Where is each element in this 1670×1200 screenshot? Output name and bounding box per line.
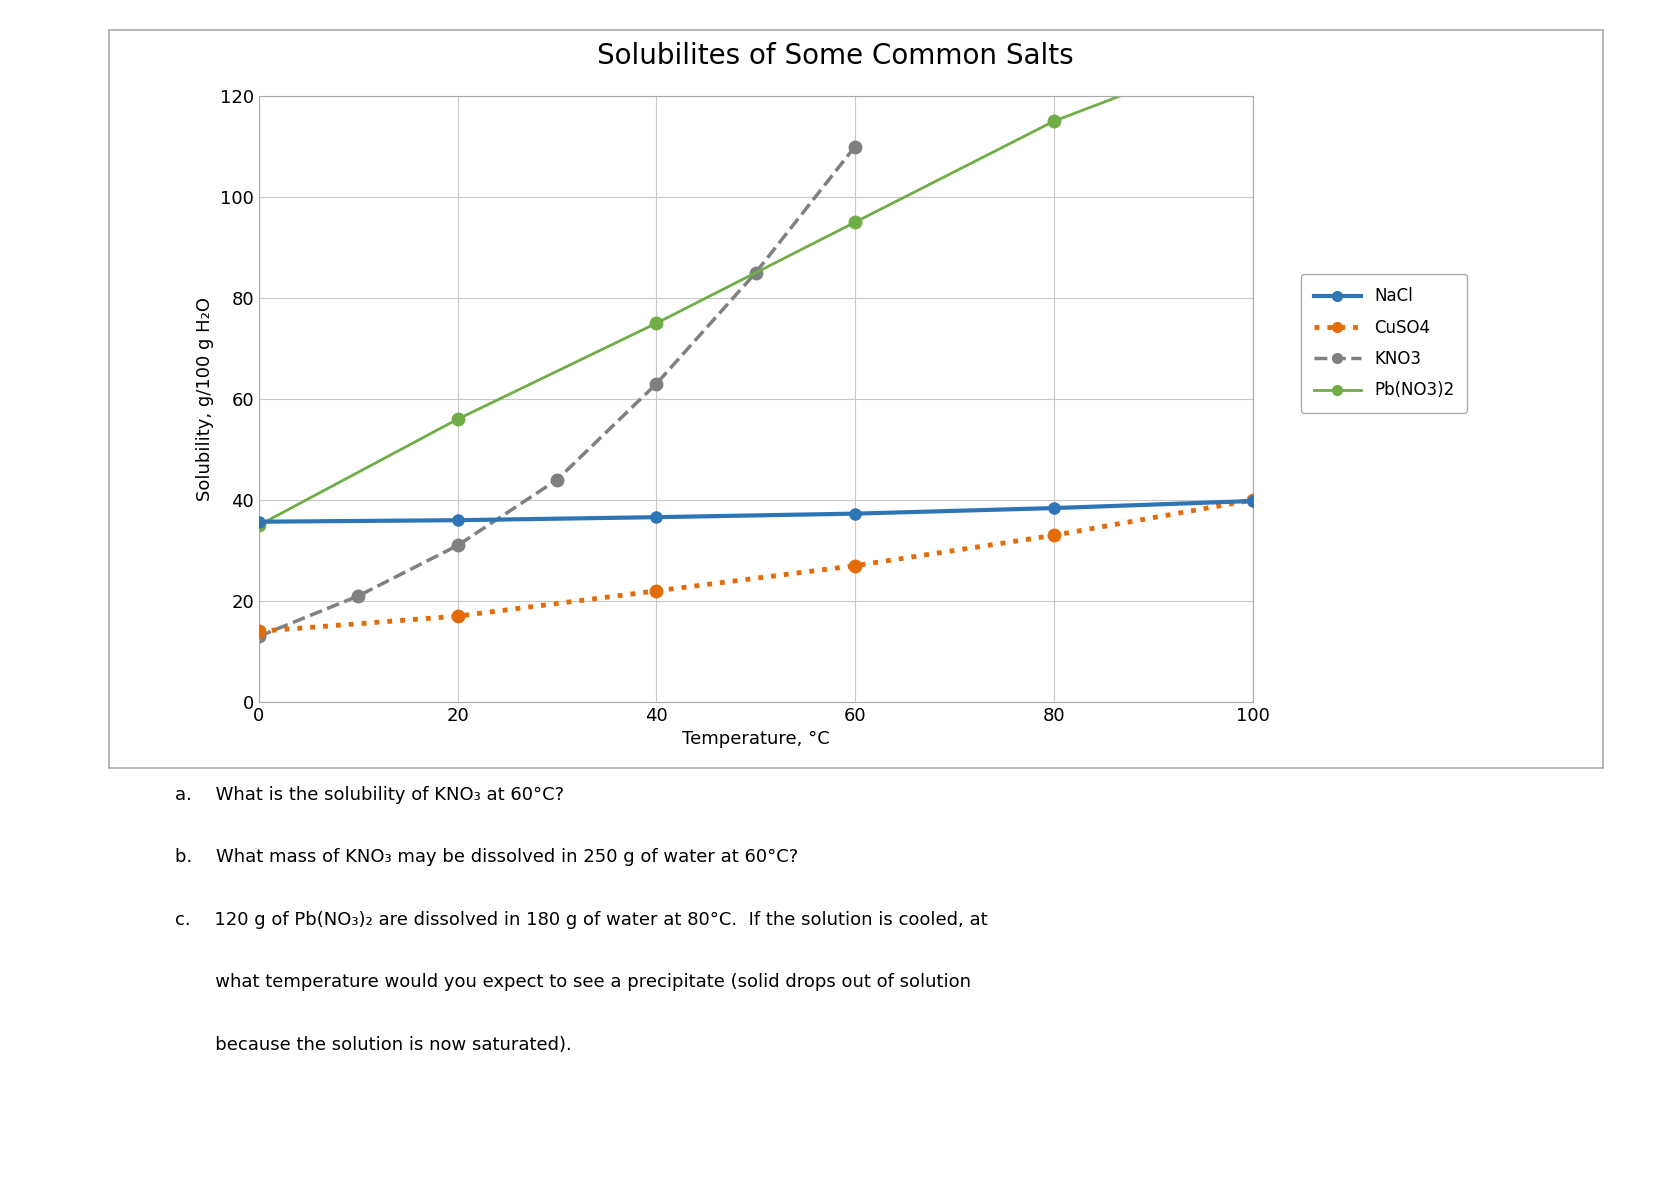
Y-axis label: Solubility, g/100 g H₂O: Solubility, g/100 g H₂O: [197, 296, 214, 502]
Text: because the solution is now saturated).: because the solution is now saturated).: [175, 1036, 573, 1054]
Text: c.  120 g of Pb(NO₃)₂ are dissolved in 180 g of water at 80°C.  If the solution : c. 120 g of Pb(NO₃)₂ are dissolved in 18…: [175, 911, 989, 929]
Legend: NaCl, CuSO4, KNO3, Pb(NO3)2: NaCl, CuSO4, KNO3, Pb(NO3)2: [1301, 274, 1468, 413]
Text: what temperature would you expect to see a precipitate (solid drops out of solut: what temperature would you expect to see…: [175, 973, 972, 991]
Text: b.  What mass of KNO₃ may be dissolved in 250 g of water at 60°C?: b. What mass of KNO₃ may be dissolved in…: [175, 848, 798, 866]
Text: a.  What is the solubility of KNO₃ at 60°C?: a. What is the solubility of KNO₃ at 60°…: [175, 786, 564, 804]
Text: Solubilites of Some Common Salts: Solubilites of Some Common Salts: [596, 42, 1074, 70]
X-axis label: Temperature, °C: Temperature, °C: [681, 731, 830, 749]
